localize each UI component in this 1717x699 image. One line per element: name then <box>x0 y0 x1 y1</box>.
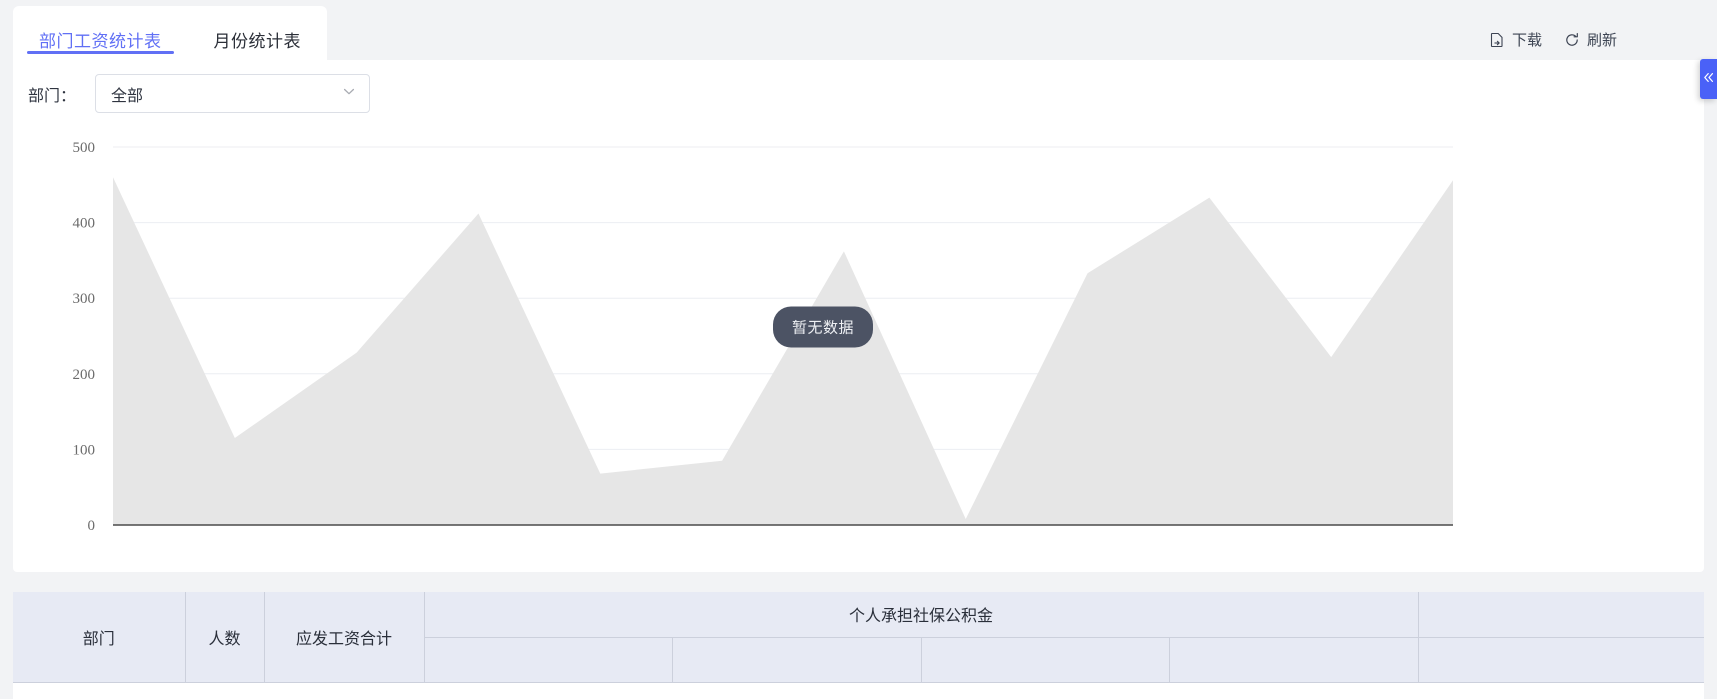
double-chevron-left-icon <box>1702 71 1715 87</box>
refresh-label: 刷新 <box>1586 32 1617 49</box>
col-sub-2[interactable] <box>672 637 922 683</box>
refresh-icon <box>1564 32 1580 48</box>
table-header: 部门 人数 应发工资合计 个人承担社保公积金 <box>13 592 1704 683</box>
col-headcount[interactable]: 人数 <box>185 592 265 683</box>
filter-row: 部门： 全部 <box>28 74 371 113</box>
summary-table: 部门 人数 应发工资合计 个人承担社保公积金 <box>13 592 1704 683</box>
download-label: 下载 <box>1511 32 1542 49</box>
y-axis-tick-label: 0 <box>88 518 96 534</box>
refresh-button[interactable]: 刷新 <box>1564 29 1617 50</box>
y-axis-tick-label: 200 <box>73 367 96 383</box>
table-header-row-2 <box>13 637 1704 683</box>
tab-monthly-statistics[interactable]: 月份统计表 <box>188 6 328 60</box>
tab-shell: 部门工资统计表 月份统计表 <box>13 6 327 60</box>
salary-area-chart: 500 400 300 200 100 0 暂无数据 <box>13 137 1704 572</box>
col-gross-salary-total[interactable]: 应发工资合计 <box>264 592 425 683</box>
tab-department-salary[interactable]: 部门工资统计表 <box>13 6 188 60</box>
y-axis-tick-label: 400 <box>73 216 96 232</box>
department-select[interactable]: 全部 <box>95 74 371 113</box>
tab-bar: 部门工资统计表 月份统计表 <box>13 6 1704 60</box>
col-sub-4[interactable] <box>1169 637 1419 683</box>
salary-summary-table: 部门 人数 应发工资合计 个人承担社保公积金 <box>13 592 1704 699</box>
y-axis-tick-label: 300 <box>73 291 96 307</box>
department-filter-label: 部门： <box>28 87 77 105</box>
col-sub-5[interactable] <box>1418 637 1704 683</box>
y-axis-tick-label: 100 <box>73 442 96 458</box>
col-group-personal-social-insurance[interactable]: 个人承担社保公积金 <box>424 592 1419 638</box>
col-sub-3[interactable] <box>921 637 1170 683</box>
chart-canvas: 500 400 300 200 100 0 <box>73 140 1453 534</box>
chart-card: 部门： 全部 500 400 300 200 100 0 暂无数据 <box>13 60 1704 572</box>
panel-collapse-button[interactable] <box>1700 59 1717 99</box>
chevron-down-icon <box>341 83 357 104</box>
y-axis-tick-label: 500 <box>73 140 96 156</box>
download-button[interactable]: 下载 <box>1489 29 1542 50</box>
table-header-row-1: 部门 人数 应发工资合计 个人承担社保公积金 <box>13 592 1704 683</box>
empty-state-tooltip: 暂无数据 <box>772 306 874 348</box>
department-select-value: 全部 <box>111 87 144 105</box>
download-document-icon <box>1489 32 1505 48</box>
area-series <box>113 177 1453 526</box>
col-department[interactable]: 部门 <box>13 592 186 683</box>
col-group-extra[interactable] <box>1418 592 1704 638</box>
col-sub-1[interactable] <box>424 637 673 683</box>
toolbar-actions: 下载 刷新 <box>1489 29 1617 50</box>
